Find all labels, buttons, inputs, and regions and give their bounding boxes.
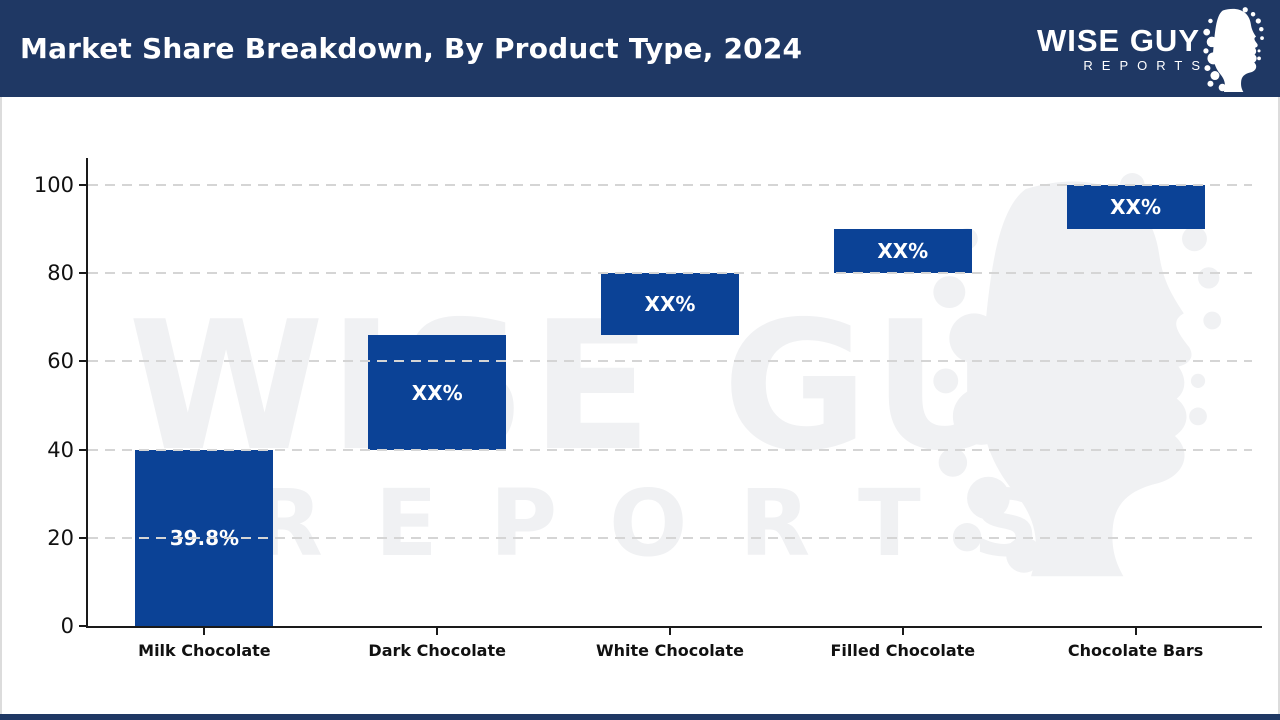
y-axis-line — [86, 158, 88, 628]
x-tick — [203, 628, 206, 635]
waterfall-chart: 39.8% Milk Chocolate XX% Dark Chocolate XX% W… — [0, 97, 1280, 714]
y-tick-label: 100 — [33, 173, 74, 197]
left-border — [0, 97, 2, 714]
bar: XX% — [368, 334, 507, 451]
logo-head-icon — [1203, 6, 1264, 92]
x-tick — [901, 628, 904, 635]
logo-text: WISE GUY REPORTS — [1036, 22, 1200, 74]
logo-reports-text: REPORTS — [1083, 57, 1209, 73]
bar-value-label: XX% — [1110, 195, 1162, 220]
y-tick-label: 60 — [47, 349, 74, 374]
bar: XX% — [1066, 185, 1205, 230]
wise-guy-logo: WISE GUY REPORTS — [1037, 6, 1266, 92]
x-tick — [436, 628, 439, 635]
category-label: Milk Chocolate — [138, 641, 271, 660]
category-label: Chocolate Bars — [1067, 641, 1204, 660]
right-border — [1278, 97, 1280, 714]
y-tick-label: 0 — [60, 614, 74, 638]
logo-wiseguy-text: WISE GUY — [1036, 22, 1200, 58]
y-tick — [79, 625, 86, 627]
y-tick — [79, 184, 86, 186]
bar-value-label: XX% — [644, 292, 696, 317]
bar: XX% — [833, 229, 972, 274]
y-tick-label: 80 — [47, 261, 74, 286]
header-banner: Market Share Breakdown, By Product Type,… — [0, 0, 1280, 97]
gridline — [88, 184, 1252, 186]
category-label: Dark Chocolate — [368, 641, 506, 660]
category-label: White Chocolate — [596, 641, 744, 660]
y-tick — [79, 448, 86, 451]
y-tick — [79, 360, 86, 363]
y-tick-label: 20 — [47, 525, 74, 550]
bar: XX% — [601, 273, 739, 335]
page-title: Market Share Breakdown, By Product Type,… — [20, 32, 803, 65]
gridline — [88, 360, 1252, 363]
bar-value-label: XX% — [877, 239, 929, 264]
gridline — [88, 536, 1252, 539]
gridline — [88, 272, 1252, 275]
gridline — [88, 448, 1252, 451]
y-tick-label: 40 — [47, 437, 74, 462]
x-tick — [1134, 628, 1137, 635]
x-tick — [669, 628, 671, 635]
category-label: Filled Chocolate — [830, 641, 976, 660]
x-axis-line — [86, 626, 1262, 628]
footer-accent-bar — [0, 714, 1280, 720]
y-tick — [79, 272, 86, 275]
bar-value-label: XX% — [411, 380, 463, 405]
y-tick — [79, 536, 86, 539]
watermark-head-icon — [933, 173, 1222, 577]
